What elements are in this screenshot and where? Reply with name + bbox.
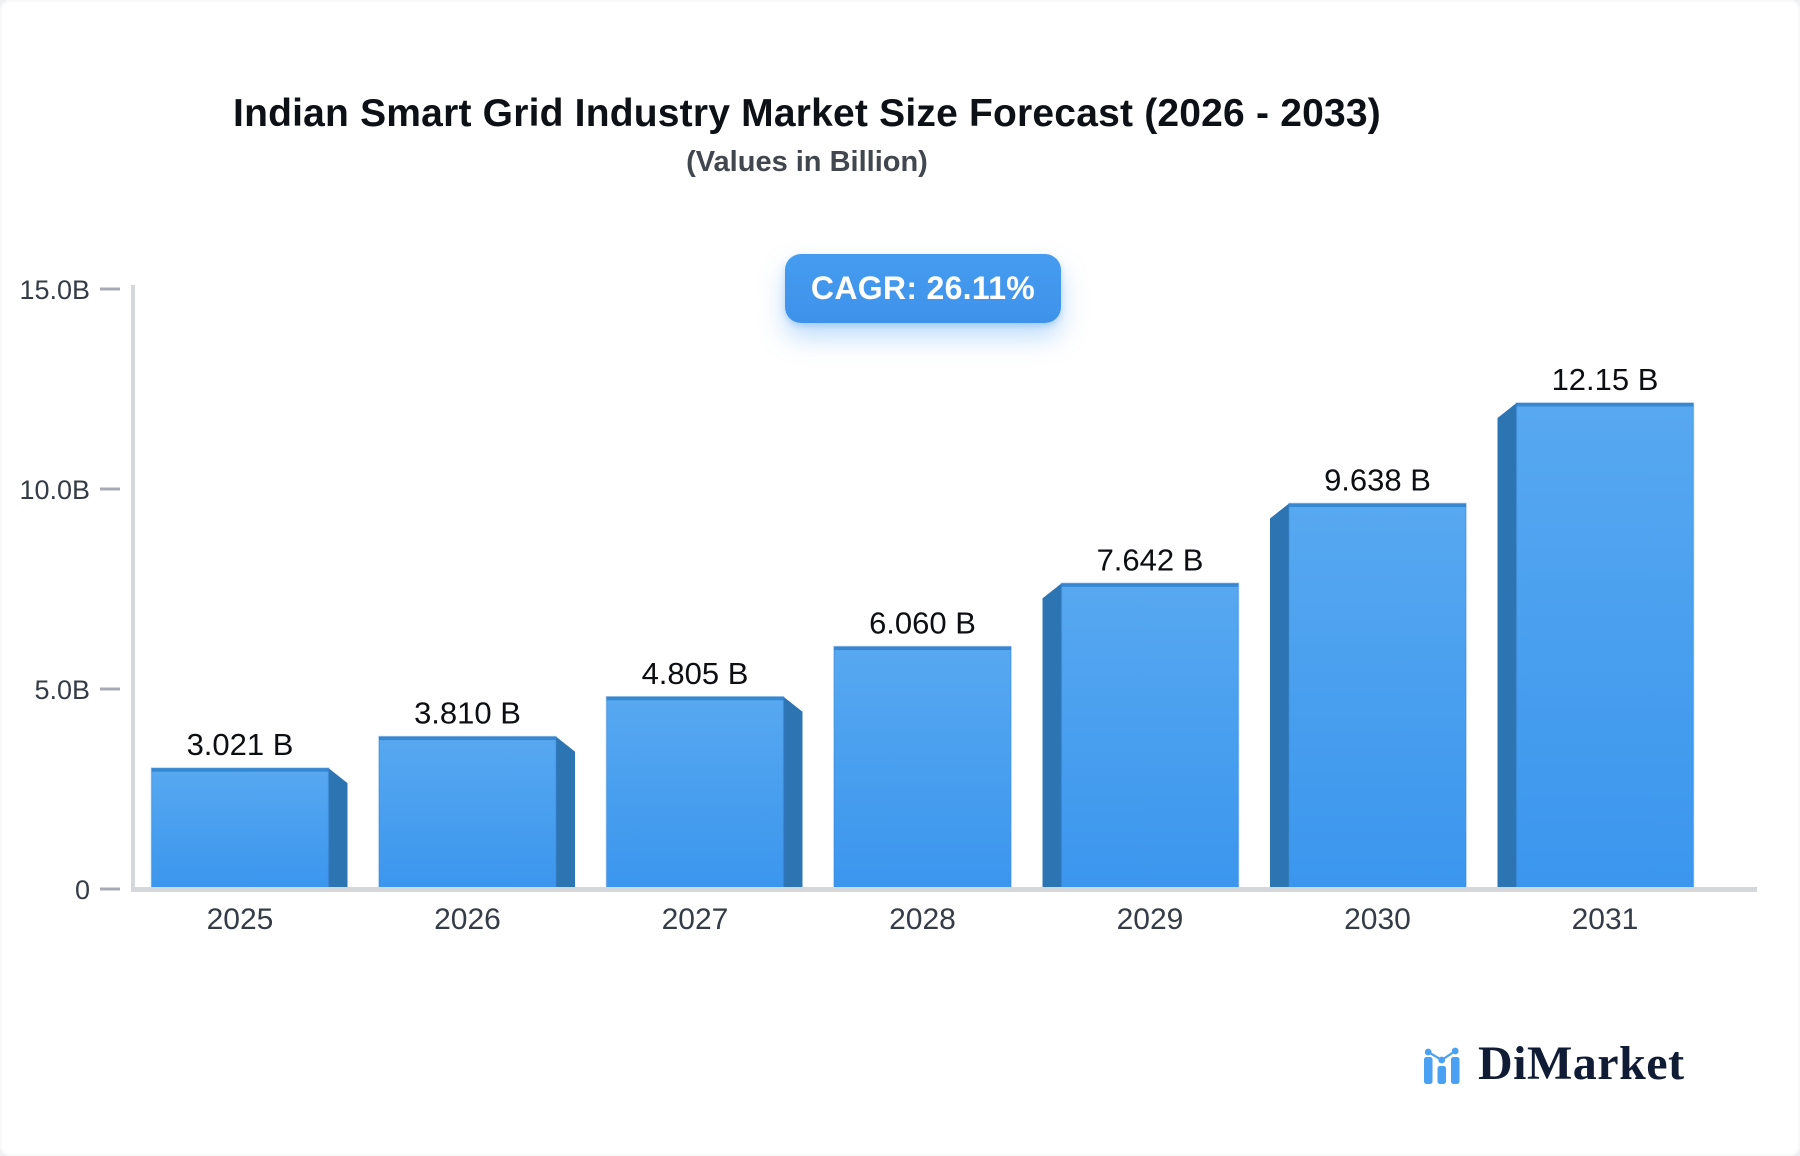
x-axis-label: 2029 [1117, 903, 1184, 936]
bar-top-edge [1516, 403, 1694, 407]
bar-top-edge [606, 696, 784, 701]
y-tick-dash [100, 887, 120, 891]
bar-2031 [1515, 402, 1695, 889]
logo-text: DiMarket [1478, 1037, 1685, 1090]
bar-2029 [1060, 582, 1240, 889]
x-axis-label: 2031 [1572, 903, 1639, 936]
bar-value-label: 3.810 B [414, 696, 521, 731]
bar-side-face [1270, 503, 1289, 888]
y-axis-line [131, 285, 135, 891]
bar-2025 [150, 767, 330, 889]
chart-title: Indian Smart Grid Industry Market Size F… [233, 92, 1381, 135]
bar-2027 [605, 696, 785, 889]
x-axis-label: 2025 [207, 903, 274, 936]
bar-2030 [1288, 502, 1467, 889]
x-axis-label: 2026 [434, 903, 501, 936]
x-axis-line [131, 887, 1757, 892]
bar-side-face [1497, 403, 1517, 888]
x-axis-label: 2028 [889, 903, 956, 936]
chart-subtitle: (Values in Billion) [686, 146, 928, 178]
bar-value-label: 9.638 B [1324, 462, 1431, 497]
y-tick-dash [100, 287, 120, 291]
bar-value-label: 4.805 B [642, 656, 749, 691]
bar-side-face [1042, 583, 1062, 888]
bar-value-label: 6.060 B [869, 606, 976, 641]
bar-value-label: 7.642 B [1097, 542, 1204, 577]
dimarket-logo: DiMarket [1424, 1040, 1685, 1088]
bar-side-face [556, 736, 575, 888]
bar-top-edge [1061, 583, 1239, 587]
y-tick-label: 5.0B [34, 675, 90, 705]
x-axis-label: 2030 [1344, 903, 1411, 936]
bar-value-label: 3.021 B [187, 727, 294, 762]
bar-top-edge [834, 646, 1011, 651]
y-tick-label: 15.0B [19, 275, 90, 305]
bar-2026 [378, 735, 557, 889]
y-tick-label: 0 [75, 875, 90, 905]
cagr-badge-label: CAGR: 26.11% [810, 270, 1036, 306]
bar-2028 [833, 645, 1012, 889]
bar-top-edge [379, 736, 556, 741]
bar-top-edge [151, 768, 329, 772]
y-tick-dash [100, 687, 120, 691]
mini-bar-chart-icon [1424, 1047, 1460, 1084]
bar-top-edge [1289, 503, 1466, 507]
y-tick-dash [100, 487, 120, 491]
x-axis-label: 2027 [662, 903, 729, 936]
cagr-badge: CAGR: 26.11% [785, 254, 1061, 323]
bar-side-face [783, 696, 803, 888]
bar-value-label: 12.15 B [1552, 362, 1659, 397]
bar-side-face [328, 768, 348, 888]
y-tick-label: 10.0B [19, 475, 90, 505]
